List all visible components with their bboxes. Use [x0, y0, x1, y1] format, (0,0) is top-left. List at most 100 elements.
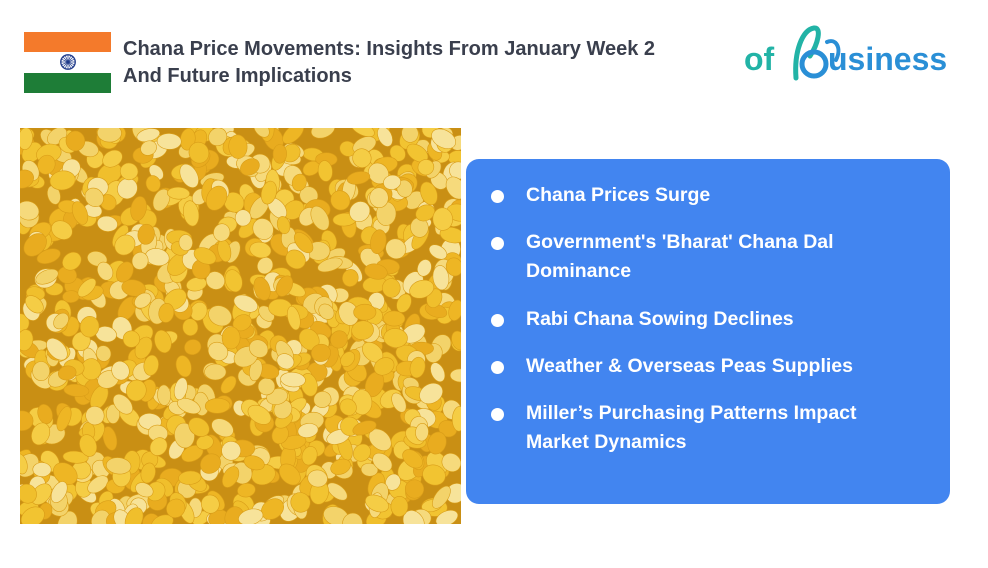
chana-dal-photo	[20, 128, 461, 524]
chana-grain	[428, 244, 448, 260]
chana-grain	[409, 356, 426, 379]
bullet-icon	[491, 361, 504, 374]
chana-grain	[234, 209, 252, 227]
chana-grain	[53, 312, 69, 330]
chana-grain	[390, 496, 409, 517]
chana-grain	[57, 365, 77, 381]
chana-grain	[278, 463, 301, 486]
chana-grain	[175, 355, 192, 378]
chana-grain	[435, 509, 459, 524]
chana-grain	[238, 508, 264, 524]
chana-grain	[252, 218, 274, 240]
chana-grain	[420, 181, 438, 206]
chana-grain	[249, 241, 272, 259]
chana-grain	[272, 144, 287, 164]
highlight-item-5-line-1: Miller’s Purchasing Patterns Impact	[526, 402, 857, 424]
chana-grain	[417, 259, 432, 277]
flag-white-band	[24, 52, 111, 73]
chana-grain	[330, 190, 351, 211]
bullet-icon	[491, 190, 504, 203]
highlight-item-2: Government's 'Bharat' Chana Dal Dominanc…	[491, 228, 926, 286]
chana-grain	[313, 391, 332, 408]
chana-grain	[449, 368, 461, 383]
chana-grain	[415, 423, 429, 442]
chana-grain	[301, 446, 318, 466]
chana-grain	[243, 455, 265, 471]
logo-text-usiness: usiness	[828, 41, 947, 77]
chana-grain	[193, 247, 217, 265]
chana-grain	[106, 404, 121, 424]
chana-grain	[178, 234, 193, 251]
chana-grain	[240, 158, 260, 176]
chana-grain	[207, 341, 229, 361]
chana-grain	[430, 362, 446, 383]
chana-grain	[156, 133, 182, 150]
chana-grain	[56, 406, 72, 432]
chana-grain	[112, 393, 133, 415]
chana-grain	[50, 481, 68, 503]
chana-grain	[342, 512, 363, 524]
highlight-item-3: Rabi Chana Sowing Declines	[491, 305, 926, 334]
chana-grain	[220, 375, 237, 394]
chana-grain	[445, 483, 461, 504]
chana-grain	[200, 494, 220, 514]
chana-grain	[176, 397, 201, 415]
chana-grain	[182, 200, 200, 227]
chana-grain	[228, 134, 248, 159]
chana-grain	[280, 371, 306, 388]
chana-grain	[441, 452, 461, 473]
chana-grain	[126, 379, 147, 402]
chana-grain	[36, 248, 61, 264]
bullet-icon	[491, 237, 504, 250]
chana-grain	[115, 261, 134, 283]
chana-grain	[105, 457, 132, 475]
chana-grain	[276, 353, 295, 370]
chana-grain	[318, 303, 335, 320]
bullet-icon	[491, 314, 504, 327]
chana-grain	[158, 303, 175, 323]
chana-grain	[383, 310, 406, 327]
chana-grain	[102, 426, 118, 451]
chana-grain	[282, 128, 304, 144]
chana-grain	[291, 173, 307, 192]
chana-grain	[71, 201, 89, 225]
chana-grain	[213, 223, 231, 242]
chana-grain	[276, 216, 291, 235]
chana-grain	[37, 154, 56, 175]
chana-grain	[131, 251, 149, 270]
chana-grain	[20, 506, 45, 524]
bullet-icon	[491, 408, 504, 421]
chana-grain	[167, 186, 190, 200]
chana-grain	[204, 397, 231, 414]
chana-grain	[257, 256, 274, 275]
chana-grain	[311, 343, 331, 362]
chana-grain	[431, 128, 457, 149]
chana-grain	[20, 453, 28, 475]
chana-grain	[140, 462, 156, 484]
chana-grain	[62, 450, 89, 464]
chana-grain	[224, 269, 243, 293]
highlight-item-1-text: Chana Prices Surge	[526, 184, 711, 206]
chana-grain	[35, 268, 59, 285]
chana-grain	[140, 140, 157, 156]
chana-grain	[391, 392, 407, 413]
chana-grain	[317, 160, 333, 182]
chana-grain	[310, 128, 336, 139]
chana-grain	[249, 359, 263, 382]
chana-grain	[154, 329, 172, 354]
chana-grain	[409, 279, 435, 299]
chana-grain	[293, 232, 314, 254]
ofbusiness-logo: of usiness	[744, 25, 947, 81]
chana-grain	[96, 215, 118, 232]
chana-grain	[53, 462, 78, 486]
chana-grain	[275, 275, 294, 297]
chana-grain	[285, 249, 306, 270]
chana-grain	[119, 162, 139, 181]
chana-grain	[349, 201, 371, 223]
title-line-2: And Future Implications	[123, 65, 352, 87]
chana-grain	[310, 205, 330, 231]
chana-grain	[151, 514, 174, 524]
chana-grain	[97, 261, 114, 281]
chana-grain	[20, 128, 33, 150]
chana-grain	[432, 207, 453, 231]
